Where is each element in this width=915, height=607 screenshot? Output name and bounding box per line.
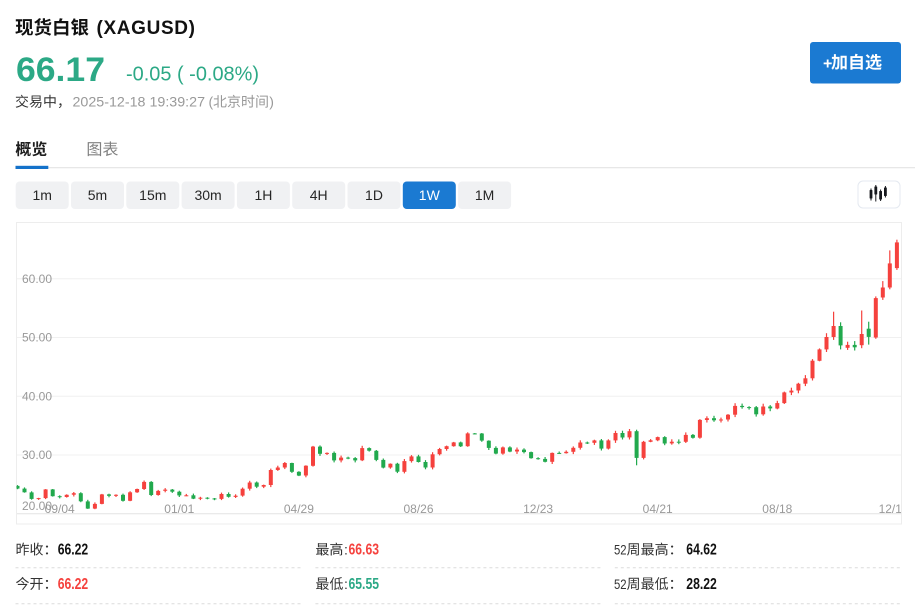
svg-text:04/29: 04/29	[284, 502, 314, 516]
svg-text::: :	[344, 541, 348, 557]
svg-text:52: 52	[614, 576, 627, 592]
svg-text::: :	[344, 576, 348, 592]
svg-text:40.00: 40.00	[22, 389, 52, 403]
svg-text:65.55: 65.55	[349, 576, 380, 593]
svg-text:64.62: 64.62	[686, 541, 717, 558]
svg-text:08/18: 08/18	[762, 502, 792, 516]
svg-text:50.00: 50.00	[22, 331, 52, 345]
svg-text:66.17: 66.17	[16, 51, 105, 89]
svg-text:01/01: 01/01	[164, 502, 194, 516]
svg-text:(XAGUSD): (XAGUSD)	[97, 18, 196, 39]
svg-text:1m: 1m	[32, 187, 51, 203]
svg-text:(: (	[209, 94, 214, 110]
svg-text:30m: 30m	[194, 187, 221, 203]
svg-text:): )	[269, 94, 274, 110]
svg-text:60.00: 60.00	[22, 272, 52, 286]
svg-text:66.63: 66.63	[349, 541, 380, 558]
svg-text:66.22: 66.22	[58, 576, 89, 593]
svg-text:08/26: 08/26	[403, 502, 433, 516]
svg-text:1M: 1M	[475, 187, 494, 203]
svg-text:1H: 1H	[254, 187, 272, 203]
svg-text:+: +	[823, 55, 832, 72]
svg-text:52: 52	[614, 541, 627, 557]
svg-text:20.00: 20.00	[22, 499, 52, 513]
svg-text:-0.05 ( -0.08%): -0.05 ( -0.08%)	[126, 64, 259, 86]
svg-text:04/21: 04/21	[643, 502, 673, 516]
svg-text:1W: 1W	[419, 187, 441, 203]
svg-text:66.22: 66.22	[58, 541, 89, 558]
svg-text:28.22: 28.22	[686, 576, 717, 593]
svg-text:30.00: 30.00	[22, 448, 52, 462]
svg-text:12/23: 12/23	[523, 502, 553, 516]
svg-text:4H: 4H	[310, 187, 328, 203]
svg-text:15m: 15m	[139, 187, 166, 203]
svg-text:12/15: 12/15	[879, 502, 909, 516]
svg-text:09/04: 09/04	[45, 502, 75, 516]
svg-text:2025-12-18 19:39:27: 2025-12-18 19:39:27	[73, 94, 206, 110]
svg-text:5m: 5m	[88, 187, 107, 203]
svg-text:1D: 1D	[365, 187, 383, 203]
